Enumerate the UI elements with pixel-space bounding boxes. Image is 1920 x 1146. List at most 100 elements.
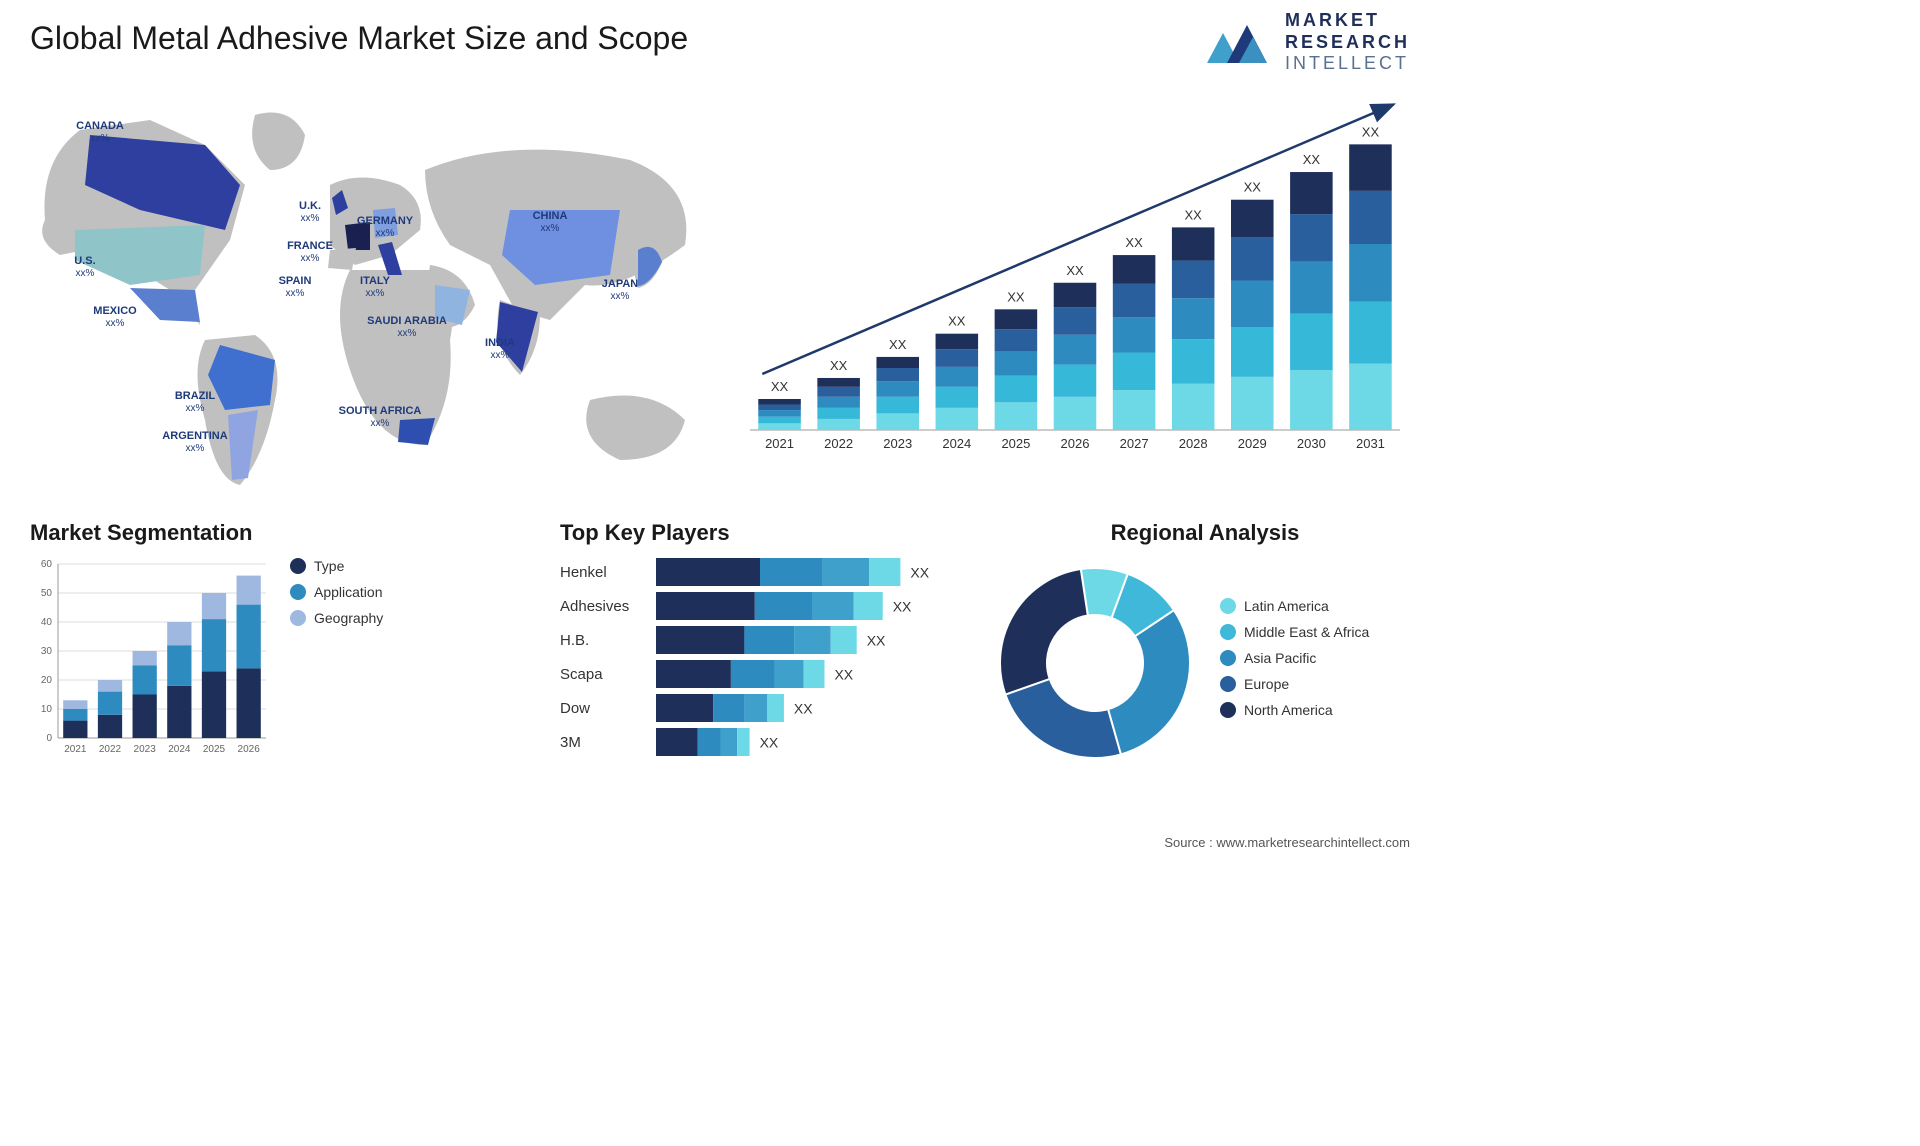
main-bar-2027-seg3 <box>1113 284 1156 317</box>
main-growth-chart: XX2021XX2022XX2023XX2024XX2025XX2026XX20… <box>740 100 1410 470</box>
main-bar-label-2025: XX <box>1007 289 1025 304</box>
country-label-de: GERMANYxx% <box>357 215 413 239</box>
seg-bar-2026-1 <box>237 605 261 669</box>
keyplayers-names: HenkelAdhesivesH.B.ScapaDow3M <box>560 558 648 768</box>
svg-text:2025: 2025 <box>203 744 226 755</box>
main-bar-2031-seg2 <box>1349 244 1392 302</box>
logo-line1: MARKET <box>1285 10 1410 32</box>
main-bar-2022-seg0 <box>817 419 860 430</box>
main-bar-2023-seg0 <box>876 413 919 430</box>
svg-text:2023: 2023 <box>134 744 157 755</box>
segmentation-title: Market Segmentation <box>30 520 460 546</box>
seg-bar-2023-0 <box>133 695 157 739</box>
country-label-fr: FRANCExx% <box>287 240 333 264</box>
main-bar-2021-seg4 <box>758 399 801 405</box>
kp-name-0: Henkel <box>560 558 648 586</box>
country-label-us: U.S.xx% <box>74 255 95 279</box>
main-xaxis-2031: 2031 <box>1356 436 1385 451</box>
main-xaxis-2027: 2027 <box>1120 436 1149 451</box>
main-xaxis-2024: 2024 <box>942 436 971 451</box>
main-bar-label-2030: XX <box>1303 152 1321 167</box>
kp-name-5: 3M <box>560 728 648 756</box>
segmentation-legend: TypeApplicationGeography <box>290 558 383 758</box>
kp-bar-0-1 <box>760 558 822 586</box>
main-bar-2029-seg0 <box>1231 377 1274 430</box>
main-bar-label-2028: XX <box>1185 207 1203 222</box>
kp-bar-2-1 <box>745 626 795 654</box>
regional-legend: Latin AmericaMiddle East & AfricaAsia Pa… <box>1220 598 1369 728</box>
svg-text:40: 40 <box>41 617 53 628</box>
kp-bar-1-2 <box>812 592 854 620</box>
kp-bar-4-3 <box>767 694 784 722</box>
main-bar-2027-seg0 <box>1113 390 1156 430</box>
main-xaxis-2030: 2030 <box>1297 436 1326 451</box>
kp-bar-4-1 <box>713 694 744 722</box>
kp-bar-5-3 <box>737 728 749 756</box>
svg-text:2024: 2024 <box>168 744 191 755</box>
seg-bar-2024-2 <box>167 622 191 645</box>
main-bar-2026-seg1 <box>1054 365 1097 397</box>
logo-line2: RESEARCH <box>1285 32 1410 54</box>
main-bar-2027-seg4 <box>1113 255 1156 284</box>
kp-name-3: Scapa <box>560 660 648 688</box>
country-label-jp: JAPANxx% <box>602 278 638 302</box>
main-bar-label-2021: XX <box>771 379 789 394</box>
regional-section: Regional Analysis Latin AmericaMiddle Ea… <box>990 520 1420 768</box>
main-bar-2025-seg2 <box>995 351 1038 375</box>
regional-legend-europe: Europe <box>1220 676 1369 692</box>
main-bar-2021-seg0 <box>758 423 801 430</box>
main-bar-2028-seg0 <box>1172 384 1215 431</box>
main-bar-2026-seg4 <box>1054 283 1097 307</box>
kp-bar-5-0 <box>656 728 698 756</box>
seg-bar-2025-2 <box>202 593 226 619</box>
main-bar-2025-seg4 <box>995 309 1038 329</box>
main-bar-2021-seg3 <box>758 405 801 411</box>
logo-line3: INTELLECT <box>1285 53 1410 75</box>
country-label-uk: U.K.xx% <box>299 200 321 224</box>
main-xaxis-2021: 2021 <box>765 436 794 451</box>
kp-bar-1-3 <box>854 592 883 620</box>
country-label-ca: CANADAxx% <box>76 120 124 144</box>
main-bar-label-2031: XX <box>1362 124 1380 139</box>
logo-icon <box>1205 19 1275 65</box>
main-bar-2026-seg2 <box>1054 335 1097 365</box>
main-xaxis-2029: 2029 <box>1238 436 1267 451</box>
kp-bar-0-2 <box>823 558 870 586</box>
main-bar-2028-seg2 <box>1172 298 1215 339</box>
kp-bar-5-1 <box>698 728 721 756</box>
donut-slice-2 <box>1108 610 1190 754</box>
keyplayers-title: Top Key Players <box>560 520 960 546</box>
main-bar-2027-seg2 <box>1113 317 1156 352</box>
main-bar-label-2027: XX <box>1125 235 1143 250</box>
seg-bar-2021-1 <box>63 709 87 721</box>
main-bar-2028-seg1 <box>1172 339 1215 383</box>
kp-value-4: XX <box>794 701 813 717</box>
kp-bar-2-2 <box>795 626 831 654</box>
kp-bar-3-1 <box>731 660 775 688</box>
seg-legend-type: Type <box>290 558 383 574</box>
main-xaxis-2028: 2028 <box>1179 436 1208 451</box>
source-text: Source : www.marketresearchintellect.com <box>1164 835 1410 850</box>
main-bar-2030-seg1 <box>1290 314 1333 370</box>
country-label-sa: SAUDI ARABIAxx% <box>367 315 447 339</box>
main-bar-2030-seg2 <box>1290 262 1333 314</box>
country-label-es: SPAINxx% <box>279 275 312 299</box>
regional-donut <box>990 558 1200 768</box>
regional-title: Regional Analysis <box>990 520 1420 546</box>
seg-bar-2021-0 <box>63 721 87 738</box>
donut-slice-4 <box>1000 569 1088 694</box>
world-map: CANADAxx%U.S.xx%MEXICOxx%BRAZILxx%ARGENT… <box>30 90 710 490</box>
logo-text: MARKET RESEARCH INTELLECT <box>1285 10 1410 75</box>
seg-bar-2026-0 <box>237 668 261 738</box>
main-bar-label-2029: XX <box>1244 180 1262 195</box>
main-bar-2029-seg2 <box>1231 281 1274 328</box>
keyplayers-section: Top Key Players HenkelAdhesivesH.B.Scapa… <box>560 520 960 768</box>
seg-bar-2024-0 <box>167 686 191 738</box>
regional-legend-latin-america: Latin America <box>1220 598 1369 614</box>
main-xaxis-2022: 2022 <box>824 436 853 451</box>
page-title: Global Metal Adhesive Market Size and Sc… <box>30 20 688 57</box>
main-bar-label-2024: XX <box>948 314 966 329</box>
seg-bar-2026-2 <box>237 576 261 605</box>
regional-legend-asia-pacific: Asia Pacific <box>1220 650 1369 666</box>
keyplayers-chart: XXXXXXXXXXXX <box>656 558 960 768</box>
